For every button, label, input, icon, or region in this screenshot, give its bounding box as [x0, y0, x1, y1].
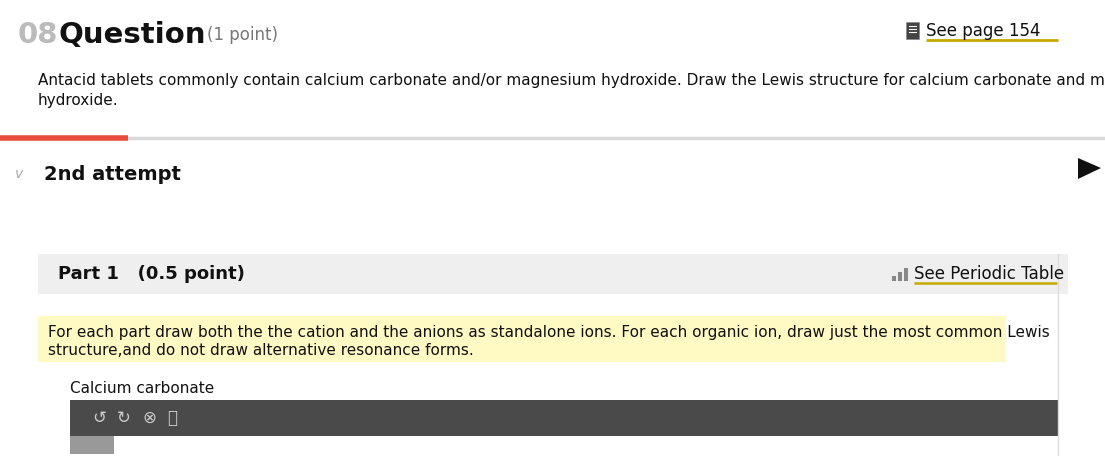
Text: ⊗: ⊗ [143, 409, 156, 427]
Bar [892, 276, 896, 281]
Bar [904, 268, 908, 281]
FancyBboxPatch shape [70, 436, 114, 454]
Text: For each part draw both the the cation and the anions as standalone ions. For ea: For each part draw both the the cation a… [48, 325, 1050, 340]
Polygon shape [1078, 158, 1101, 179]
FancyBboxPatch shape [70, 400, 1057, 436]
Text: 2nd attempt: 2nd attempt [44, 164, 181, 183]
Text: 08: 08 [18, 21, 59, 49]
Text: (1 point): (1 point) [207, 26, 278, 44]
Text: ↻: ↻ [117, 409, 130, 427]
Text: structure,and do not draw alternative resonance forms.: structure,and do not draw alternative re… [48, 343, 474, 358]
Text: Antacid tablets commonly contain calcium carbonate and/or magnesium hydroxide. D: Antacid tablets commonly contain calcium… [38, 73, 1105, 88]
FancyBboxPatch shape [906, 22, 919, 39]
Text: v: v [15, 167, 23, 181]
Text: hydroxide.: hydroxide. [38, 93, 118, 108]
Text: Question: Question [57, 21, 206, 49]
FancyBboxPatch shape [38, 316, 1006, 362]
Text: Calcium carbonate: Calcium carbonate [70, 381, 214, 396]
Text: See Periodic Table: See Periodic Table [914, 265, 1064, 283]
Text: ↺: ↺ [92, 409, 106, 427]
Text: ⌗: ⌗ [167, 409, 177, 427]
Text: Part 1   (0.5 point): Part 1 (0.5 point) [57, 265, 245, 283]
FancyBboxPatch shape [38, 254, 1069, 294]
Bar [898, 272, 902, 281]
Text: See page 154: See page 154 [926, 22, 1041, 40]
